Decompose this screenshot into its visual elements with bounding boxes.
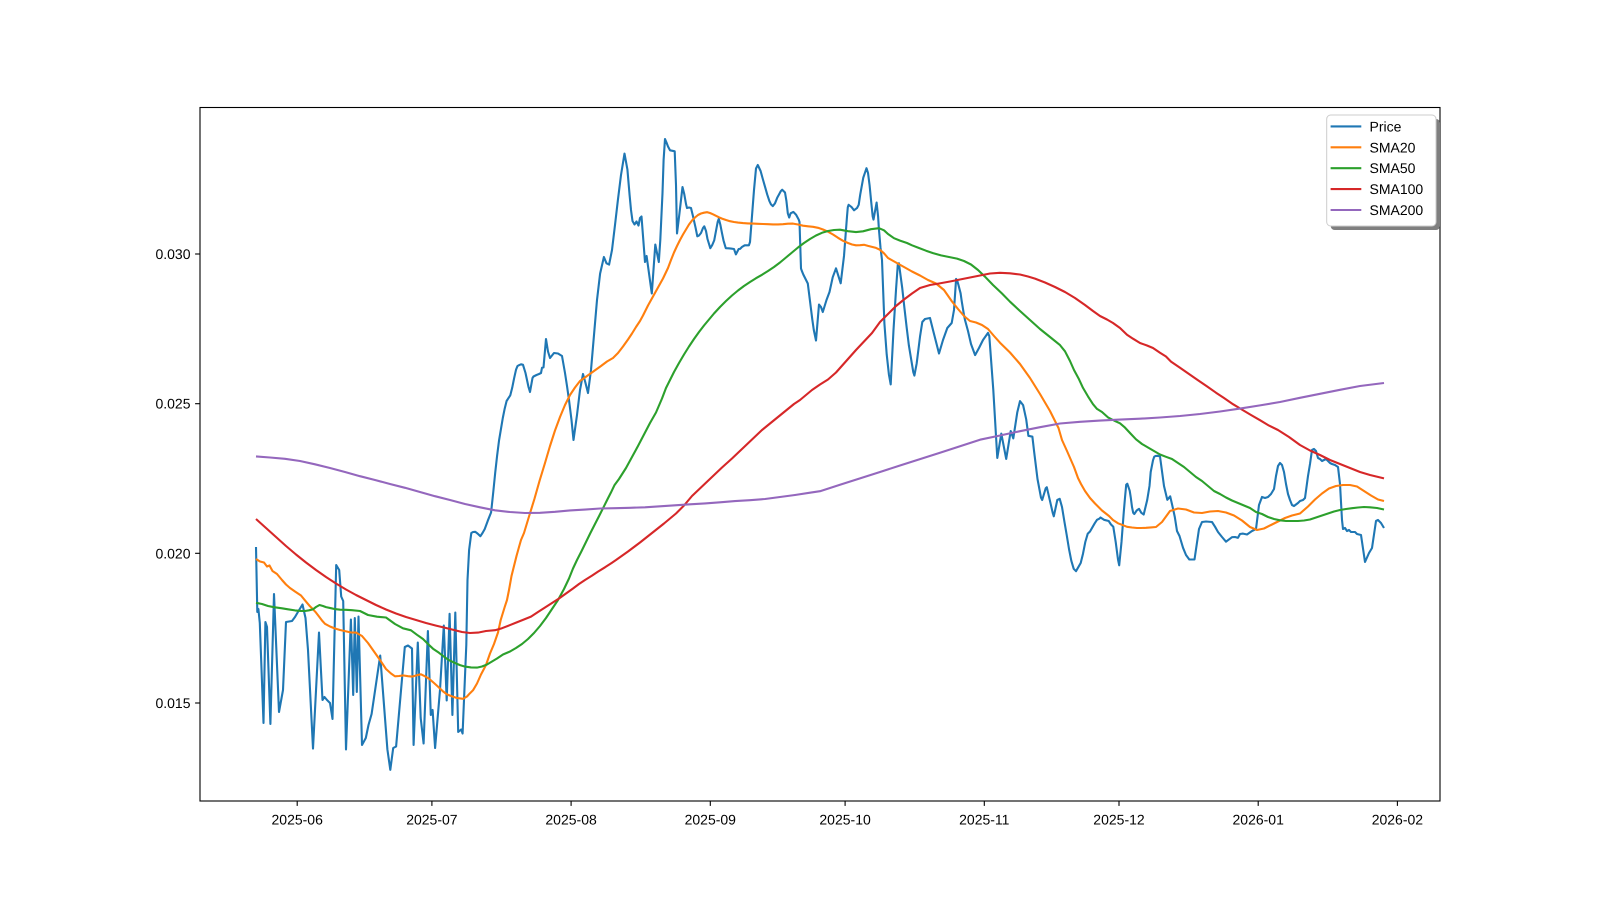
svg-text:Price: Price: [1370, 118, 1402, 134]
svg-text:2025-09: 2025-09: [685, 812, 737, 828]
svg-text:0.025: 0.025: [155, 396, 190, 412]
svg-text:2026-01: 2026-01: [1233, 812, 1285, 828]
svg-text:2025-10: 2025-10: [819, 812, 871, 828]
svg-text:0.030: 0.030: [155, 246, 190, 262]
svg-text:2026-02: 2026-02: [1372, 812, 1424, 828]
svg-text:SMA50: SMA50: [1370, 160, 1416, 176]
svg-text:2025-07: 2025-07: [406, 812, 458, 828]
svg-text:SMA100: SMA100: [1370, 181, 1424, 197]
svg-text:2025-12: 2025-12: [1093, 812, 1145, 828]
svg-text:0.020: 0.020: [155, 545, 190, 561]
svg-text:2025-06: 2025-06: [272, 812, 324, 828]
svg-text:SMA20: SMA20: [1370, 139, 1416, 155]
svg-text:2025-08: 2025-08: [545, 812, 597, 828]
svg-text:2025-11: 2025-11: [959, 812, 1010, 828]
svg-text:0.015: 0.015: [155, 695, 190, 711]
svg-text:SMA200: SMA200: [1370, 202, 1424, 218]
